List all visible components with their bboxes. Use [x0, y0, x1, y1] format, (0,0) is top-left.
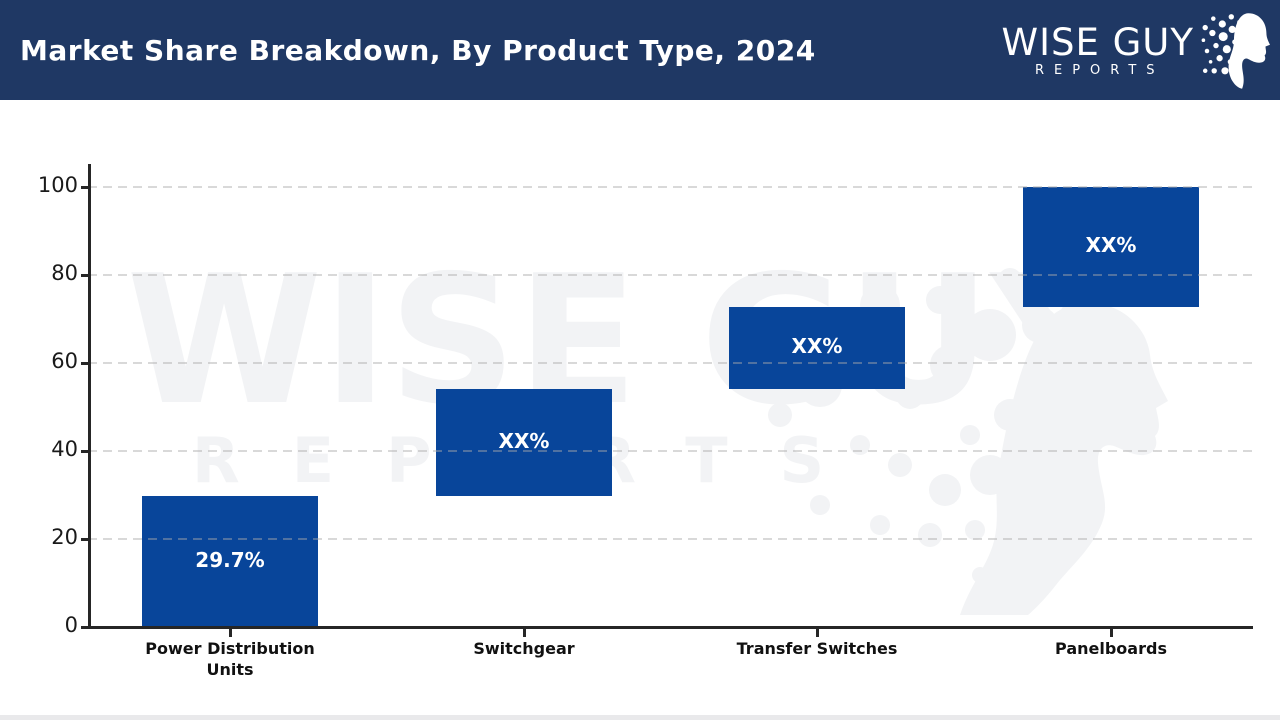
y-tick-mark — [81, 274, 89, 277]
x-axis — [87, 626, 1253, 629]
y-tick-mark — [81, 538, 89, 541]
gridline — [88, 274, 1253, 276]
y-tick-mark — [81, 186, 89, 189]
chart-title: Market Share Breakdown, By Product Type,… — [20, 33, 816, 67]
y-tick-label: 40 — [51, 437, 78, 461]
x-tick-mark — [229, 629, 232, 637]
y-tick-mark — [81, 450, 89, 453]
y-tick-mark — [81, 626, 89, 629]
watermark-text: WISE GUY — [126, 237, 1120, 444]
x-category-label: Switchgear — [473, 639, 575, 658]
wiseguy-face-icon — [1201, 13, 1270, 89]
x-tick-mark — [816, 629, 819, 637]
x-category-label: Transfer Switches — [736, 639, 898, 658]
bar-segment — [436, 388, 612, 497]
bar-value-label: 29.7% — [195, 547, 265, 572]
gridline — [88, 450, 1253, 452]
wiseguy-logo: WISE GUY REPORTS — [1002, 8, 1270, 94]
y-axis — [88, 164, 91, 629]
y-tick-mark — [81, 362, 89, 365]
bar-value-label: XX% — [498, 428, 550, 453]
gridline — [88, 186, 1253, 188]
bar-segment — [142, 496, 318, 627]
logo-wordmark: WISE GUY REPORTS — [1001, 20, 1194, 79]
bar-segment — [1023, 187, 1199, 308]
logo-reports-text: REPORTS — [1034, 63, 1165, 79]
x-tick-mark — [1110, 629, 1113, 637]
gridline — [88, 538, 1253, 540]
y-tick-label: 20 — [51, 525, 78, 549]
y-tick-label: 80 — [51, 261, 78, 285]
header-bar: Market Share Breakdown, By Product Type,… — [0, 0, 1280, 100]
x-category-label: Panelboards — [1055, 639, 1167, 658]
logo-name-text: WISE GUY — [1001, 20, 1194, 64]
x-category-label: Power Distribution Units — [145, 639, 315, 679]
bar-segment — [729, 307, 905, 389]
x-tick-mark — [523, 629, 526, 637]
gridline — [88, 362, 1253, 364]
y-tick-label: 0 — [64, 613, 78, 637]
bar-value-label: XX% — [791, 334, 843, 359]
y-tick-label: 60 — [51, 349, 78, 373]
y-tick-label: 100 — [37, 173, 78, 197]
footer-strip — [0, 715, 1280, 720]
bar-value-label: XX% — [1085, 233, 1137, 258]
